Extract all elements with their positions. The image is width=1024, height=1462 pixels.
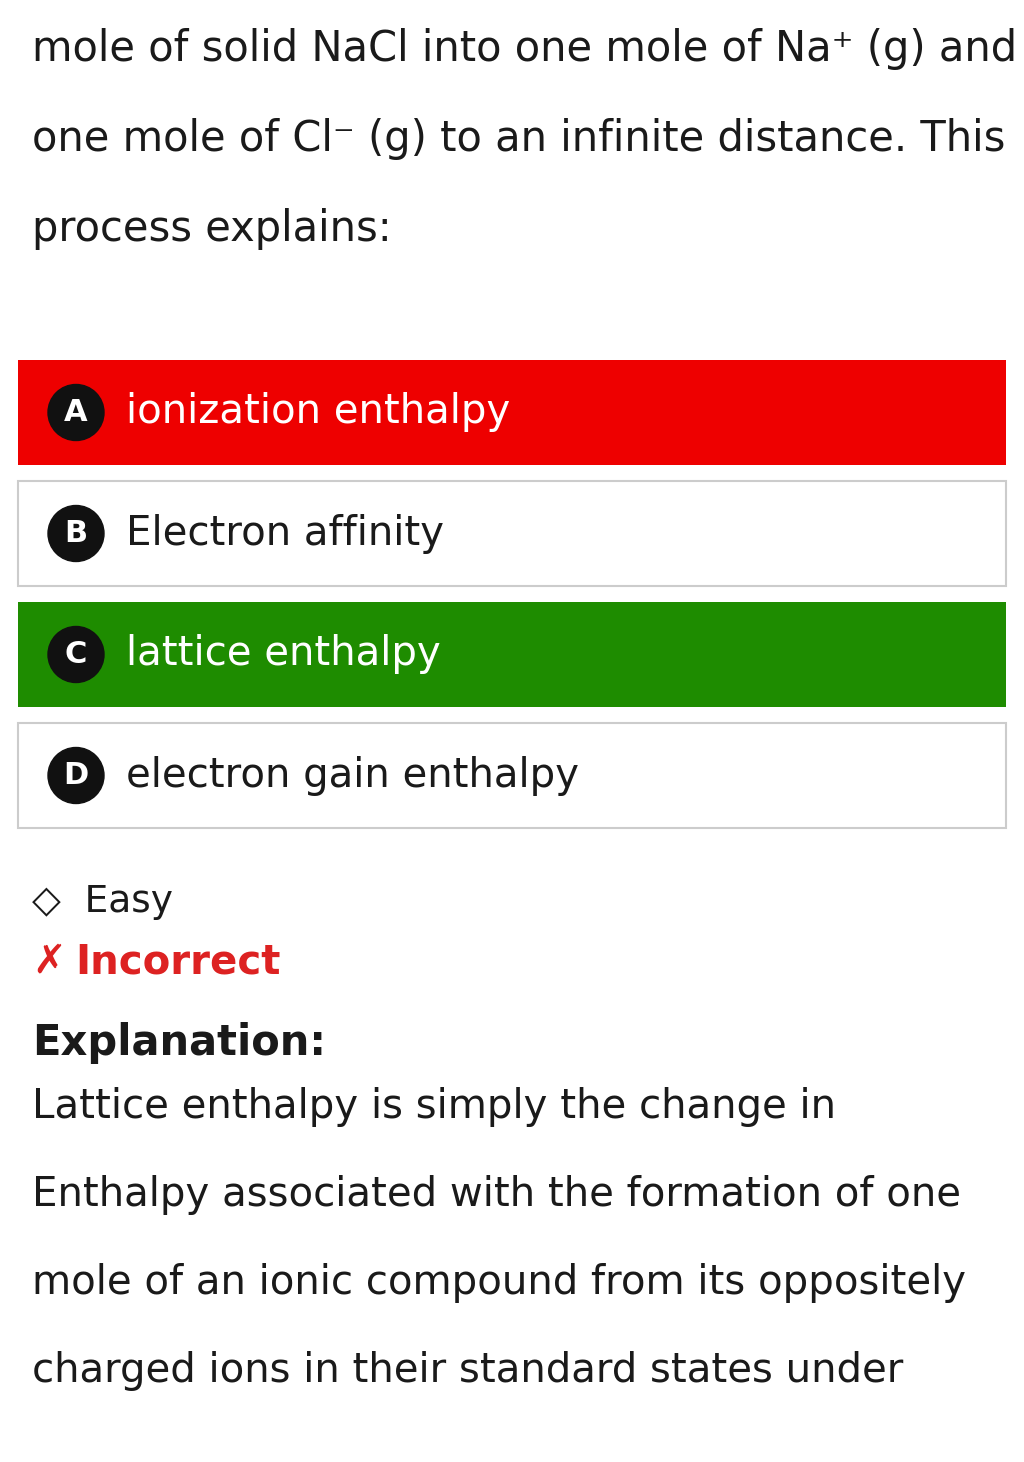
Text: mole of solid NaCl into one mole of Na⁺ (g) and: mole of solid NaCl into one mole of Na⁺ … xyxy=(32,28,1017,70)
Text: Electron affinity: Electron affinity xyxy=(126,513,444,554)
Bar xyxy=(18,481,1006,586)
Text: C: C xyxy=(65,640,87,670)
Bar xyxy=(18,602,1006,708)
Text: Incorrect: Incorrect xyxy=(75,942,281,982)
Circle shape xyxy=(48,385,104,440)
Circle shape xyxy=(48,506,104,561)
Text: A: A xyxy=(65,398,88,427)
Text: electron gain enthalpy: electron gain enthalpy xyxy=(126,756,580,795)
Text: ◇  Easy: ◇ Easy xyxy=(32,885,173,920)
Text: Enthalpy associated with the formation of one: Enthalpy associated with the formation o… xyxy=(32,1175,961,1215)
Text: charged ions in their standard states under: charged ions in their standard states un… xyxy=(32,1351,903,1390)
Text: ✗: ✗ xyxy=(32,942,66,982)
Text: mole of an ionic compound from its oppositely: mole of an ionic compound from its oppos… xyxy=(32,1263,966,1303)
Circle shape xyxy=(48,627,104,683)
Text: Explanation:: Explanation: xyxy=(32,1022,326,1064)
Bar xyxy=(18,360,1006,465)
Text: process explains:: process explains: xyxy=(32,208,392,250)
Text: B: B xyxy=(65,519,88,548)
Text: ionization enthalpy: ionization enthalpy xyxy=(126,392,510,433)
Text: one mole of Cl⁻ (g) to an infinite distance. This: one mole of Cl⁻ (g) to an infinite dista… xyxy=(32,118,1006,159)
Text: D: D xyxy=(63,762,89,789)
Circle shape xyxy=(48,747,104,804)
Text: Lattice enthalpy is simply the change in: Lattice enthalpy is simply the change in xyxy=(32,1088,836,1127)
Bar xyxy=(18,724,1006,827)
Text: lattice enthalpy: lattice enthalpy xyxy=(126,635,441,674)
